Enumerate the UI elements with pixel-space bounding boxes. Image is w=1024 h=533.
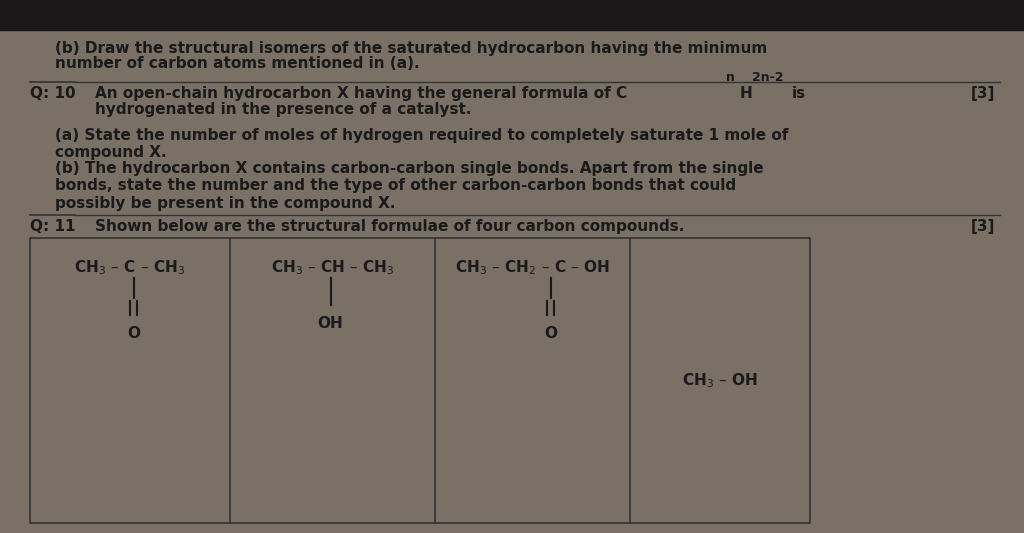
Text: An open-chain hydrocarbon X having the general formula of C: An open-chain hydrocarbon X having the g… — [95, 86, 627, 101]
Text: Q: 11: Q: 11 — [30, 219, 76, 234]
Text: O: O — [544, 326, 557, 341]
Text: [3]: [3] — [971, 219, 995, 234]
Text: number of carbon atoms mentioned in (a).: number of carbon atoms mentioned in (a). — [55, 56, 420, 71]
Text: CH$_3$ – OH: CH$_3$ – OH — [682, 372, 758, 390]
Text: n: n — [726, 71, 735, 84]
Text: (b) The hydrocarbon X contains carbon-carbon single bonds. Apart from the single: (b) The hydrocarbon X contains carbon-ca… — [55, 161, 764, 211]
Text: CH$_3$ – CH – CH$_3$: CH$_3$ – CH – CH$_3$ — [270, 259, 394, 277]
Text: Shown below are the structural formulae of four carbon compounds.: Shown below are the structural formulae … — [95, 219, 684, 234]
Text: (a) State the number of moles of hydrogen required to completely saturate 1 mole: (a) State the number of moles of hydroge… — [55, 128, 788, 160]
Text: hydrogenated in the presence of a catalyst.: hydrogenated in the presence of a cataly… — [95, 102, 471, 117]
Text: [3]: [3] — [971, 86, 995, 101]
Text: (b) Draw the structural isomers of the saturated hydrocarbon having the minimum: (b) Draw the structural isomers of the s… — [55, 41, 767, 56]
Bar — [0, 0, 1024, 30]
Text: H: H — [740, 86, 753, 101]
Text: O: O — [128, 326, 140, 341]
Text: Q: 10: Q: 10 — [30, 86, 76, 101]
Text: 2n-2: 2n-2 — [752, 71, 783, 84]
Text: is: is — [792, 86, 806, 101]
Text: CH$_3$ – CH$_2$ – C – OH: CH$_3$ – CH$_2$ – C – OH — [455, 259, 610, 277]
Text: CH$_3$ – C – CH$_3$: CH$_3$ – C – CH$_3$ — [75, 259, 185, 277]
Text: OH: OH — [317, 316, 343, 330]
Bar — [30, 238, 810, 523]
